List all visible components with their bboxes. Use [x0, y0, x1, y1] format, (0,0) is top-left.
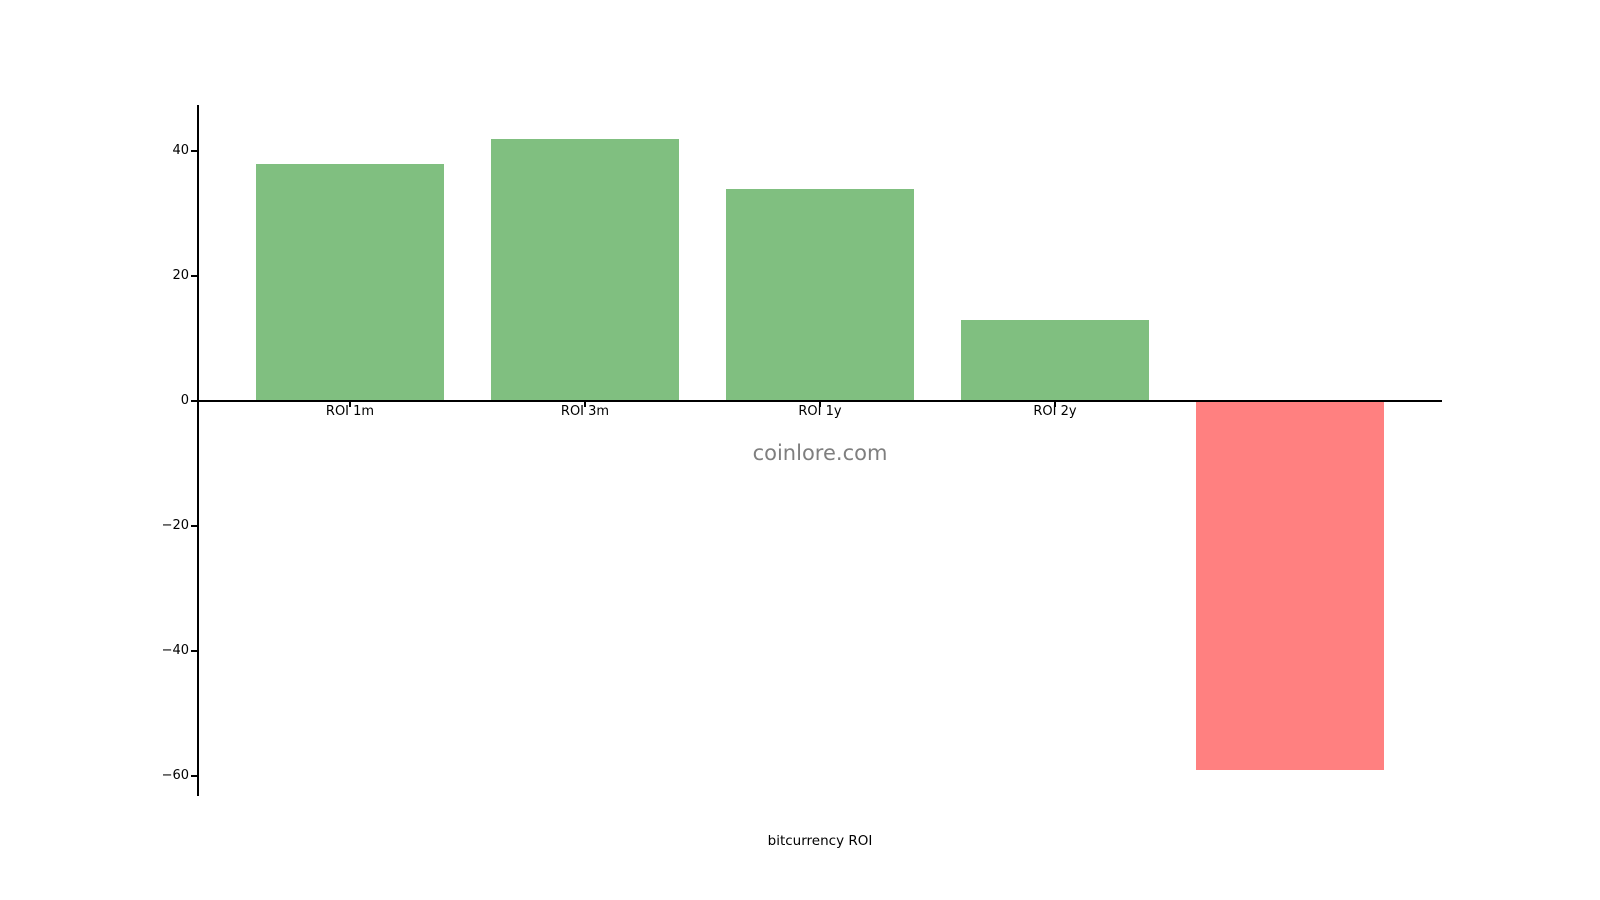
- y-tick-label: −20: [161, 518, 189, 533]
- bar-roi-1m: [256, 163, 444, 401]
- bar-unlabeled: [1196, 401, 1384, 770]
- y-tick-label: 0: [180, 393, 189, 408]
- y-tick: [191, 150, 197, 152]
- x-axis-line: [197, 400, 1442, 402]
- x-tick-label: ROI 1m: [325, 404, 375, 419]
- y-tick-label: 40: [172, 143, 189, 158]
- x-tick: [1054, 402, 1056, 407]
- watermark-text: coinlore.com: [752, 441, 888, 465]
- x-tick: [584, 402, 586, 407]
- y-tick-label: −40: [161, 643, 189, 658]
- bar-roi-1y: [726, 188, 914, 401]
- x-tick-label: ROI 3m: [560, 404, 610, 419]
- x-axis-title: bitcurrency ROI: [767, 833, 873, 849]
- x-tick-label: ROI 2y: [1033, 404, 1077, 419]
- bar-roi-3m: [491, 138, 679, 401]
- y-tick: [191, 525, 197, 527]
- y-tick: [191, 275, 197, 277]
- y-axis-line: [197, 105, 199, 796]
- y-tick: [191, 400, 197, 402]
- x-tick: [819, 402, 821, 407]
- y-tick: [191, 650, 197, 652]
- x-tick: [349, 402, 351, 407]
- x-tick-label: ROI 1y: [798, 404, 842, 419]
- bar-roi-2y: [961, 319, 1149, 401]
- y-tick: [191, 775, 197, 777]
- y-tick-label: −60: [161, 768, 189, 783]
- y-tick-label: 20: [172, 268, 189, 283]
